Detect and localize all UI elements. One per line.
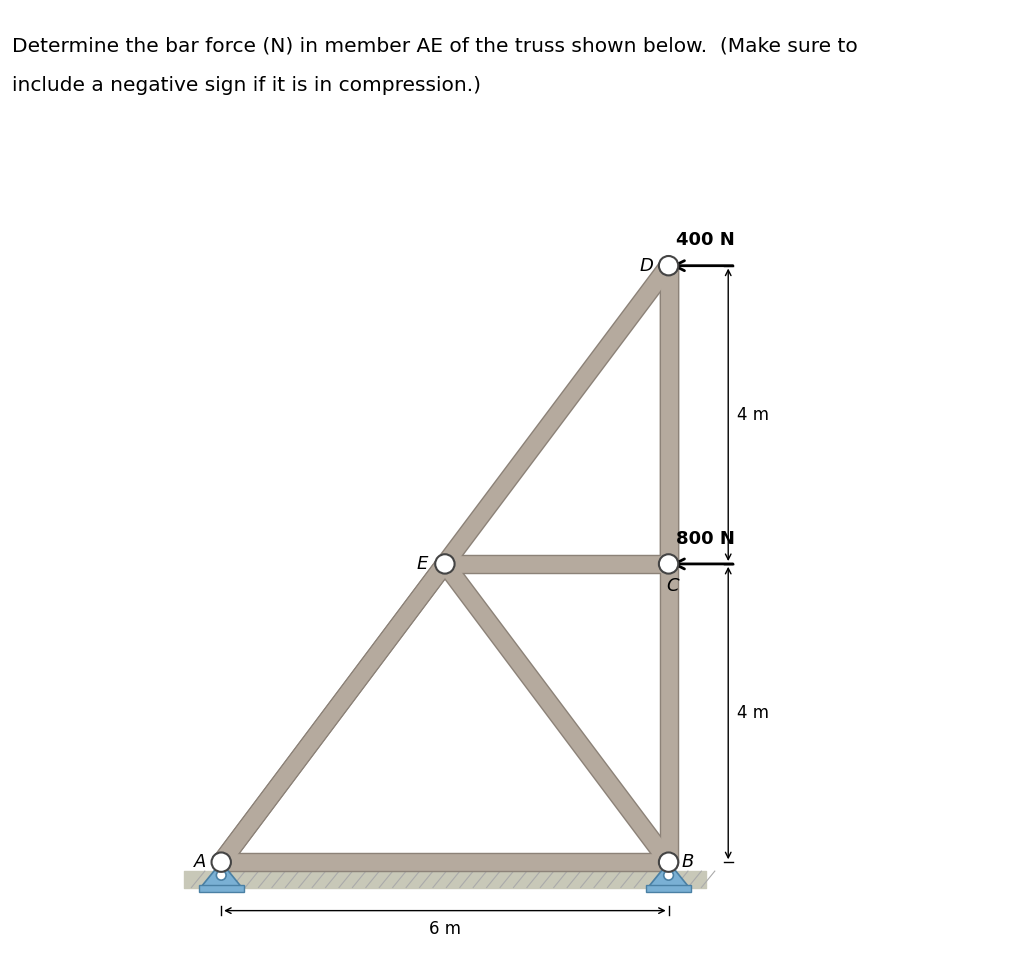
Circle shape	[664, 871, 674, 880]
Text: B: B	[681, 853, 693, 871]
Circle shape	[212, 852, 231, 872]
Circle shape	[658, 256, 678, 276]
Bar	[199, 885, 244, 892]
Text: 6 m: 6 m	[429, 919, 461, 938]
Circle shape	[658, 554, 678, 574]
Text: D: D	[639, 257, 653, 275]
Text: 4 m: 4 m	[737, 406, 769, 424]
Text: C: C	[666, 578, 679, 595]
Text: 400 N: 400 N	[676, 231, 735, 249]
Polygon shape	[649, 862, 688, 886]
Text: A: A	[195, 853, 207, 871]
Text: include a negative sign if it is in compression.): include a negative sign if it is in comp…	[12, 76, 481, 94]
Circle shape	[435, 554, 455, 574]
Text: 800 N: 800 N	[676, 530, 735, 547]
Circle shape	[216, 871, 226, 880]
Text: 4 m: 4 m	[737, 704, 769, 722]
Text: Determine the bar force (N) in member AE of the truss shown below.  (Make sure t: Determine the bar force (N) in member AE…	[12, 37, 858, 56]
Text: E: E	[417, 555, 428, 573]
Circle shape	[658, 852, 678, 872]
Bar	[646, 885, 691, 892]
Polygon shape	[202, 862, 241, 886]
